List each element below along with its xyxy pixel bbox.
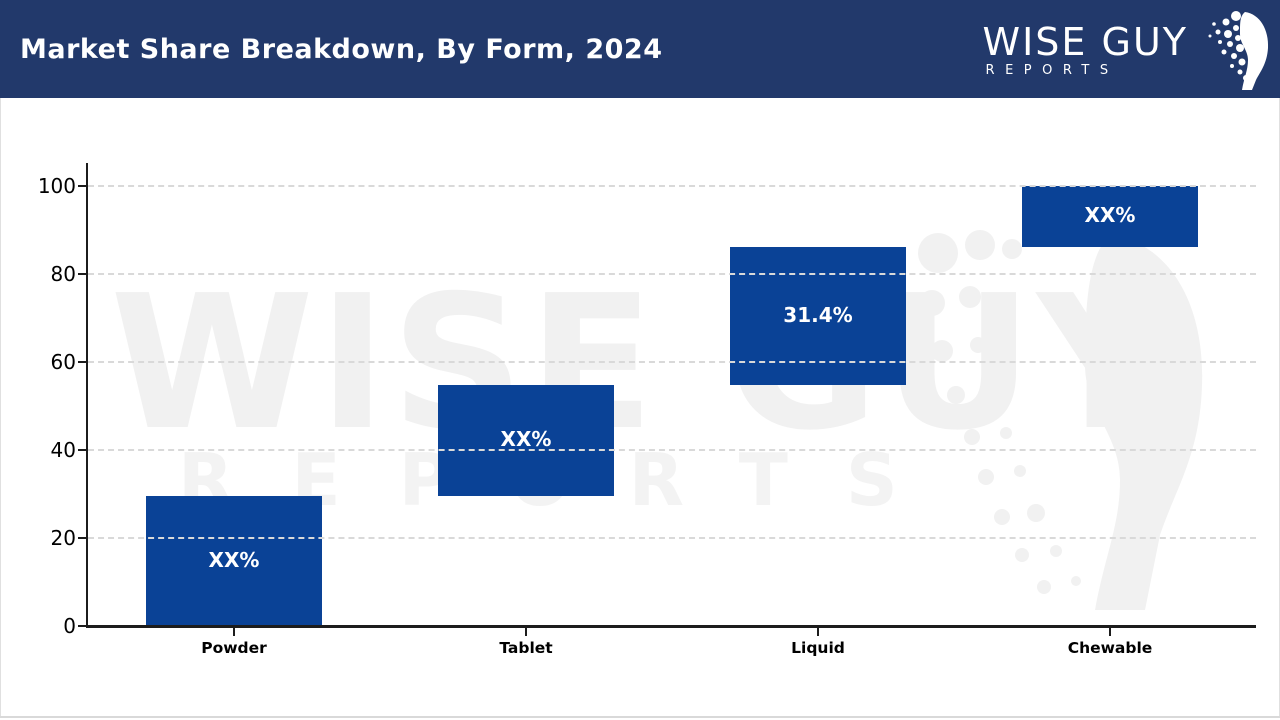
gridline bbox=[88, 537, 1256, 539]
bar-value-label: 31.4% bbox=[783, 302, 853, 327]
bar-chewable: XX% bbox=[1022, 186, 1198, 247]
watermark-brand-text: WISE GUY bbox=[110, 255, 1175, 471]
x-category-label: Powder bbox=[201, 639, 267, 657]
x-tick-mark bbox=[1109, 628, 1111, 636]
gridline bbox=[88, 185, 1256, 187]
y-tick-mark bbox=[78, 361, 86, 363]
x-axis-line bbox=[86, 625, 1256, 628]
y-tick-mark bbox=[78, 185, 86, 187]
gridline bbox=[88, 361, 1256, 363]
y-tick-label: 60 bbox=[50, 350, 76, 374]
y-tick-label: 100 bbox=[37, 174, 76, 198]
x-category-label: Tablet bbox=[499, 639, 553, 657]
y-tick-mark bbox=[78, 537, 86, 539]
brand-logo-text: WISE GUY REPORTS bbox=[983, 21, 1188, 78]
gridline bbox=[88, 449, 1256, 451]
brand-logo: WISE GUY REPORTS bbox=[983, 6, 1270, 92]
y-tick-label: 0 bbox=[63, 614, 76, 638]
y-axis-line bbox=[86, 163, 88, 628]
watermark-head-dots-icon bbox=[918, 230, 1203, 610]
x-tick-mark bbox=[817, 628, 819, 636]
page-title: Market Share Breakdown, By Form, 2024 bbox=[20, 33, 663, 65]
head-dots-icon bbox=[1208, 11, 1269, 90]
page-border-left bbox=[0, 98, 1, 718]
bar-value-label: XX% bbox=[1084, 203, 1136, 228]
bar-powder: XX% bbox=[146, 495, 322, 626]
y-tick-label: 20 bbox=[50, 526, 76, 550]
gridline bbox=[88, 273, 1256, 275]
bar-value-label: XX% bbox=[208, 547, 260, 572]
y-tick-mark bbox=[78, 625, 86, 627]
y-tick-mark bbox=[78, 273, 86, 275]
x-tick-mark bbox=[525, 628, 527, 636]
page-border-bottom bbox=[0, 716, 1280, 718]
bar-tablet: XX% bbox=[438, 384, 614, 496]
brand-name: WISE GUY bbox=[982, 19, 1188, 64]
y-tick-label: 40 bbox=[50, 438, 76, 462]
x-category-label: Chewable bbox=[1067, 639, 1153, 657]
x-category-label: Liquid bbox=[791, 639, 845, 657]
bar-liquid: 31.4% bbox=[730, 246, 906, 385]
y-tick-label: 80 bbox=[50, 262, 76, 286]
y-tick-mark bbox=[78, 449, 86, 451]
x-tick-mark bbox=[233, 628, 235, 636]
bar-value-label: XX% bbox=[500, 427, 552, 452]
brand-subtitle: REPORTS bbox=[985, 62, 1119, 78]
header-band: Market Share Breakdown, By Form, 2024 WI… bbox=[0, 0, 1280, 98]
